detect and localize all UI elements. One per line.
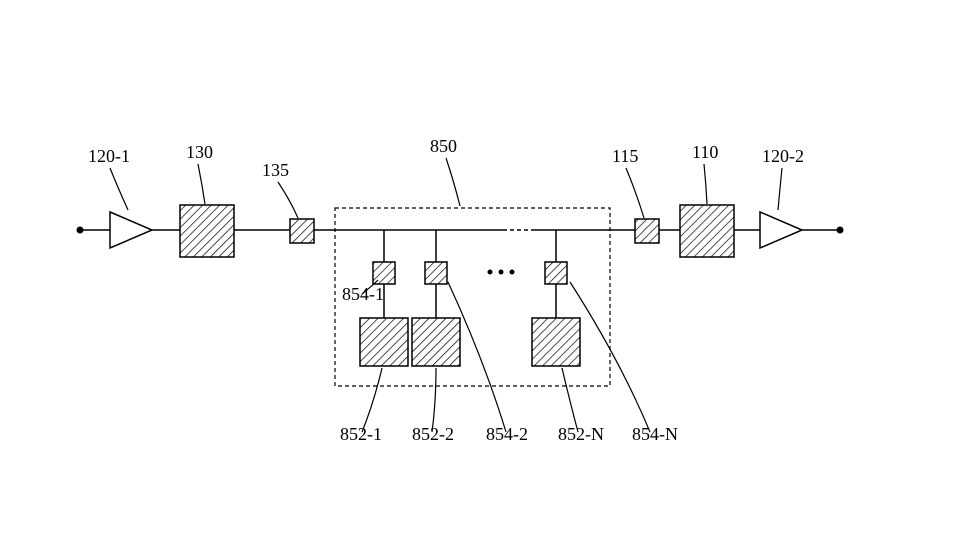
l852_N: 852-N <box>558 424 604 444</box>
box_110 <box>680 205 734 257</box>
l130-leader <box>198 164 205 204</box>
l120_2: 120-2 <box>762 146 804 166</box>
box_854_2 <box>425 262 447 284</box>
box_135 <box>290 219 314 243</box>
ellipsis-2 <box>510 270 515 275</box>
l850: 850 <box>430 136 457 156</box>
l120_2-leader <box>778 168 782 210</box>
l135: 135 <box>262 160 289 180</box>
l850-leader <box>446 158 460 206</box>
l110: 110 <box>692 142 718 162</box>
dot_right <box>837 227 844 234</box>
labels: 120-1 130 135 850 115 110 120-2 854-1 852-1 852-2… <box>88 136 804 444</box>
box_854_1 <box>373 262 395 284</box>
box_852_N <box>532 318 580 366</box>
ellipsis-1 <box>499 270 504 275</box>
nodes <box>77 205 844 386</box>
l130: 130 <box>186 142 213 162</box>
box_115 <box>635 219 659 243</box>
box_852_1 <box>360 318 408 366</box>
patent-block-diagram: 120-1 130 135 850 115 110 120-2 854-1 852-1 852-2… <box>0 0 956 557</box>
box_854_N <box>545 262 567 284</box>
vertical-edges <box>384 230 556 318</box>
l852_1: 852-1 <box>340 424 382 444</box>
l854_N: 854-N <box>632 424 678 444</box>
ellipsis-0 <box>488 270 493 275</box>
l852_2-leader <box>432 368 436 432</box>
l115-leader <box>626 168 644 218</box>
box_852_2 <box>412 318 460 366</box>
l115: 115 <box>612 146 638 166</box>
l852_2: 852-2 <box>412 424 454 444</box>
dot_left <box>77 227 84 234</box>
l120_1-leader <box>110 168 128 210</box>
l120_1: 120-1 <box>88 146 130 166</box>
tri_left <box>110 212 152 248</box>
l854_1: 854-1 <box>342 284 384 304</box>
box_130 <box>180 205 234 257</box>
l110-leader <box>704 164 707 204</box>
tri_right <box>760 212 802 248</box>
l852_1-leader <box>362 368 382 432</box>
l854_2: 854-2 <box>486 424 528 444</box>
l135-leader <box>278 182 298 218</box>
l852_N-leader <box>562 368 578 432</box>
